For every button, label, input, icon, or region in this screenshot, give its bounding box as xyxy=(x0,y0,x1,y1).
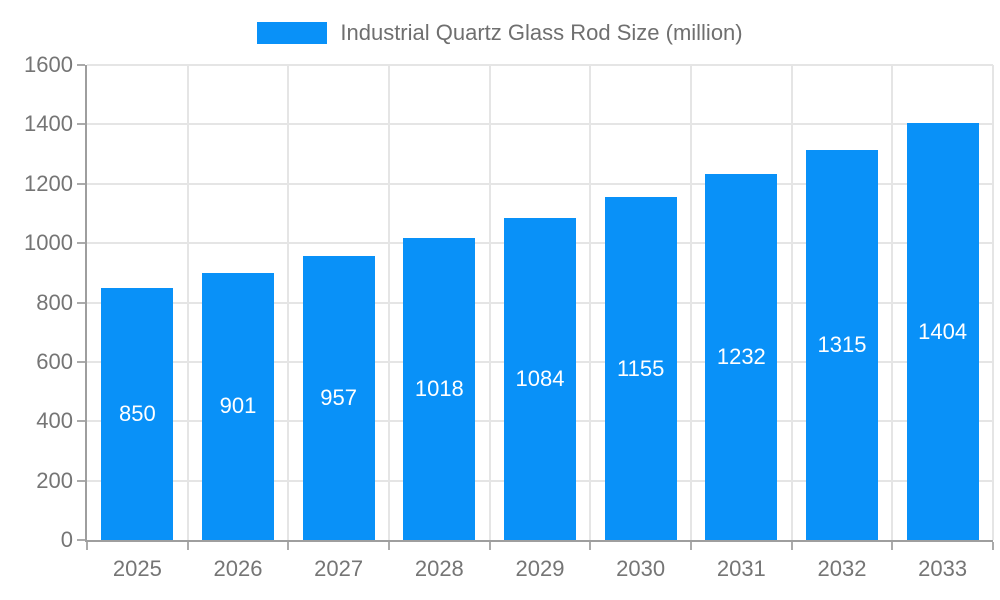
gridline-v xyxy=(689,65,692,540)
y-tick-mark xyxy=(77,182,85,185)
bar-value-label: 1315 xyxy=(817,331,867,357)
x-tick-label: 2026 xyxy=(213,556,263,581)
gridline-h xyxy=(87,182,993,185)
y-tick-mark xyxy=(77,242,85,245)
x-tick-mark xyxy=(387,542,390,550)
bar: 1018 xyxy=(403,237,476,540)
gridline-v xyxy=(790,65,793,540)
bar: 957 xyxy=(302,255,375,540)
x-tick-mark xyxy=(992,542,994,550)
y-tick-mark xyxy=(77,123,85,126)
y-tick-mark xyxy=(77,301,85,304)
y-tick-label: 1000 xyxy=(24,230,73,256)
bar-value-label: 1155 xyxy=(617,355,665,381)
y-tick-label: 1600 xyxy=(24,52,73,77)
bar-value-label: 901 xyxy=(219,393,257,419)
bar: 1315 xyxy=(806,149,878,540)
legend: Industrial Quartz Glass Rod Size (millio… xyxy=(0,20,1000,46)
x-tick-mark xyxy=(589,542,592,550)
x-tick-mark xyxy=(891,542,894,550)
bar-value-label: 1404 xyxy=(918,318,968,344)
gridline-v xyxy=(186,65,189,540)
x-tick-label: 2027 xyxy=(314,556,364,581)
bar-value-label: 1084 xyxy=(515,366,565,392)
y-tick-label: 600 xyxy=(36,348,73,374)
gridline-v xyxy=(287,65,290,540)
x-tick-label: 2032 xyxy=(817,556,867,581)
gridline-v xyxy=(992,65,994,540)
x-tick-mark xyxy=(790,542,793,550)
x-tick-label: 2025 xyxy=(112,556,162,581)
gridline-h xyxy=(87,123,993,126)
y-tick-label: 0 xyxy=(60,527,73,552)
y-tick-mark xyxy=(77,64,85,66)
bar: 1404 xyxy=(906,123,979,540)
y-tick-label: 1200 xyxy=(24,170,73,196)
bar: 1084 xyxy=(504,218,576,540)
y-tick-mark xyxy=(77,360,85,363)
x-tick-label: 2028 xyxy=(414,556,464,581)
y-tick-mark xyxy=(77,420,85,423)
bar: 850 xyxy=(101,287,174,540)
bar: 1232 xyxy=(705,174,778,540)
x-tick-mark xyxy=(689,542,692,550)
bar-value-label: 1018 xyxy=(414,375,464,401)
gridline-v xyxy=(589,65,592,540)
y-tick-label: 400 xyxy=(36,408,73,434)
y-tick-mark xyxy=(77,539,85,541)
x-tick-mark xyxy=(186,542,189,550)
gridline-v xyxy=(488,65,491,540)
bar-value-label: 957 xyxy=(320,384,358,410)
x-tick-label: 2031 xyxy=(716,556,766,581)
bar-value-label: 850 xyxy=(118,400,156,426)
x-tick-mark xyxy=(488,542,491,550)
y-tick-label: 800 xyxy=(36,289,73,315)
legend-label: Industrial Quartz Glass Rod Size (millio… xyxy=(340,20,743,45)
x-tick-label: 2029 xyxy=(515,556,565,581)
gridline-v xyxy=(891,65,894,540)
legend-swatch xyxy=(257,22,328,44)
y-tick-label: 1400 xyxy=(24,111,73,137)
x-axis-labels: 2025 2026 2027 2028 2029 2030 2031 2032 2033 xyxy=(87,556,993,586)
x-tick-mark xyxy=(287,542,290,550)
x-tick-label: 2030 xyxy=(616,556,666,581)
gridline-h xyxy=(87,64,993,66)
bar: 1155 xyxy=(604,197,677,540)
y-axis-labels: 0 200 400 600 800 1000 1200 1400 1600 xyxy=(0,53,73,552)
x-tick-label: 2033 xyxy=(918,556,968,581)
y-tick-label: 200 xyxy=(36,467,73,493)
plot-area: 850 901 957 1018 1084 1155 1232 1315 1404 xyxy=(77,64,994,550)
x-tick-mark xyxy=(86,542,88,550)
gridline-v xyxy=(387,65,390,540)
bar-value-label: 1232 xyxy=(716,344,766,370)
bar: 901 xyxy=(201,272,274,540)
y-tick-mark xyxy=(77,479,85,482)
